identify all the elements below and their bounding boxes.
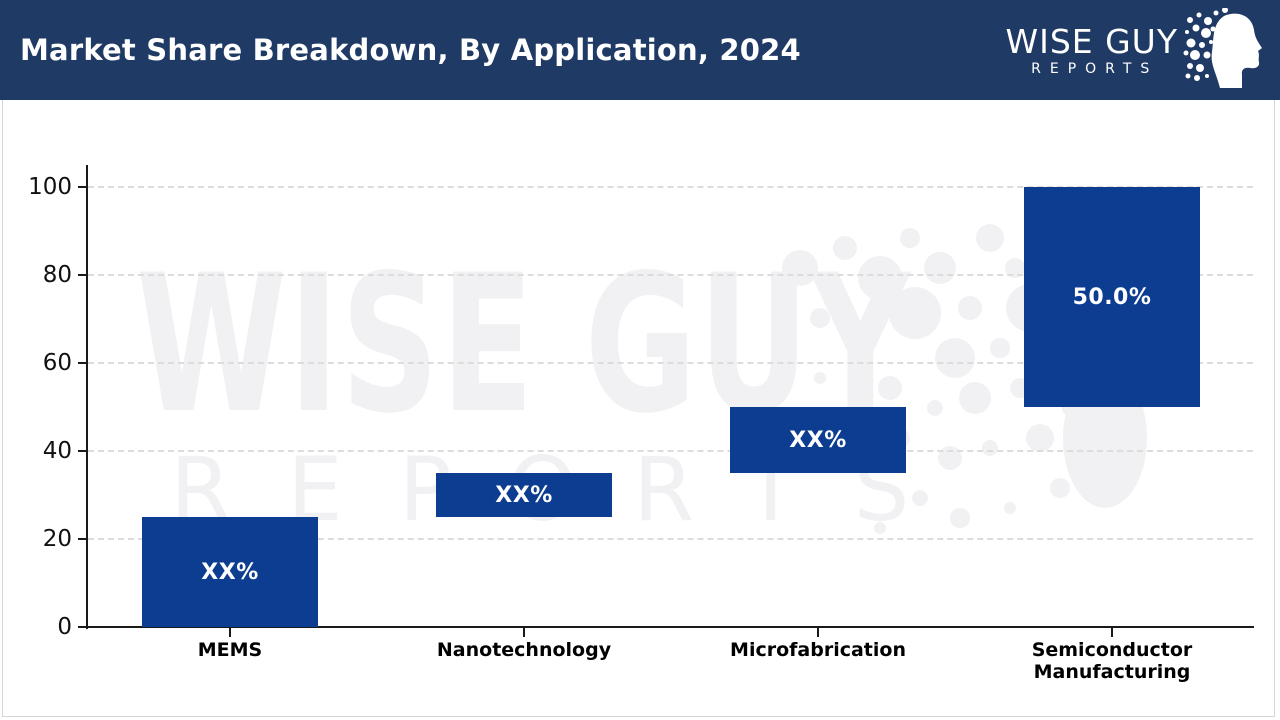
bar-value-label: XX% [789,427,847,453]
gridline-100 [88,186,1253,188]
logo-face-icon [1183,8,1262,88]
y-tick-mark [78,186,88,188]
bar-value-label: 50.0% [1072,284,1152,310]
category-label-semiconductor-manufacturing: Semiconductor Manufacturing [1031,639,1193,683]
logo-wordmark: WISE GUY [1005,21,1178,61]
y-tick-label: 60 [42,350,72,376]
logo-subtitle: REPORTS [1031,60,1159,77]
header: Market Share Breakdown, By Application, … [0,0,1280,100]
bar-microfabrication: XX% [730,407,906,473]
gridline-40 [88,450,1253,452]
bar-mems: XX% [142,517,318,627]
gridline-80 [88,274,1253,276]
x-tick-mark [523,628,525,637]
x-tick-mark [1111,628,1113,637]
gridline-60 [88,362,1253,364]
y-axis-line [86,165,88,629]
gridline-20 [88,538,1253,540]
y-tick-mark [78,274,88,276]
bar-value-label: XX% [201,559,259,585]
y-tick-label: 80 [42,262,72,288]
category-label-nanotechnology: Nanotechnology [436,639,612,661]
bar-semiconductor-manufacturing: 50.0% [1024,187,1200,407]
chart-title: Market Share Breakdown, By Application, … [20,33,801,67]
y-tick-label: 100 [28,174,72,200]
y-tick-label: 40 [42,438,72,464]
category-label-mems: MEMS [197,639,263,661]
x-tick-mark [817,628,819,637]
wise-guy-logo: WISE GUY REPORTS [1005,8,1266,92]
x-axis-line [86,626,1254,628]
x-tick-mark [229,628,231,637]
y-tick-mark [78,450,88,452]
y-tick-label: 20 [42,526,72,552]
category-label-microfabrication: Microfabrication [730,639,906,661]
y-tick-mark [78,538,88,540]
logo-text: WISE GUY REPORTS [1005,25,1178,76]
y-tick-label: 0 [57,614,72,640]
y-tick-mark [78,362,88,364]
bar-nanotechnology: XX% [436,473,612,517]
bar-value-label: XX% [495,482,553,508]
y-tick-mark [78,626,88,628]
